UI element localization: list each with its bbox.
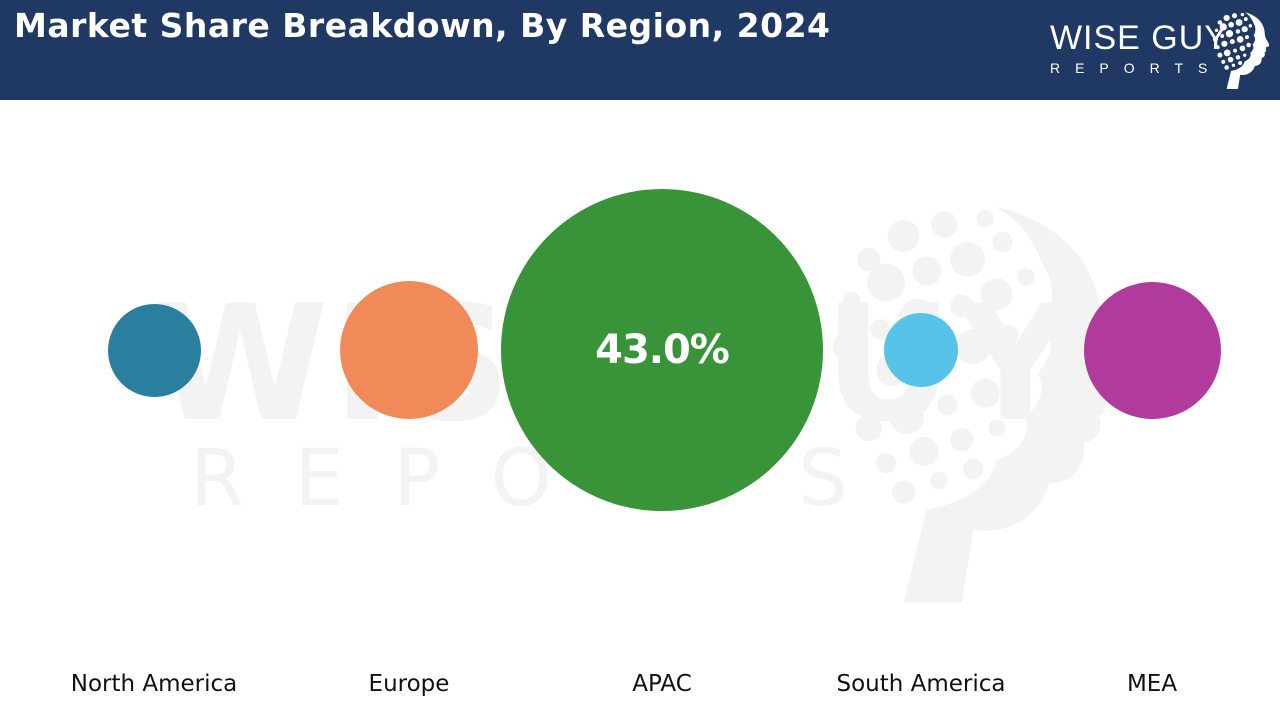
- bubble-apac: 43.0%: [501, 189, 823, 511]
- wiseguy-logo-reports: REPORTS: [1049, 60, 1223, 77]
- bubble-north-america: [107, 303, 201, 397]
- category-label-europe: Europe: [368, 671, 450, 697]
- category-label-south-america: South America: [836, 671, 1006, 697]
- wiseguy-face-icon: [1212, 12, 1270, 89]
- header: Market Share Breakdown, By Region, 2024 …: [0, 0, 1280, 100]
- category-label-apac: APAC: [632, 671, 692, 697]
- bubble-mea: [1083, 281, 1221, 419]
- wiseguy-logo: WISE GUY REPORTS: [1050, 6, 1274, 98]
- bubble-data-label-apac: 43.0%: [595, 327, 730, 373]
- bubble-south-america: [884, 313, 958, 387]
- wiseguy-logo-wordmark: WISE GUY: [1049, 19, 1228, 57]
- bubble-europe: [340, 281, 478, 419]
- category-label-north-america: North America: [70, 671, 238, 697]
- category-label-mea: MEA: [1126, 671, 1178, 697]
- page-title: Market Share Breakdown, By Region, 2024: [14, 6, 831, 45]
- wiseguy-logo-text: WISE GUY REPORTS: [1049, 19, 1228, 77]
